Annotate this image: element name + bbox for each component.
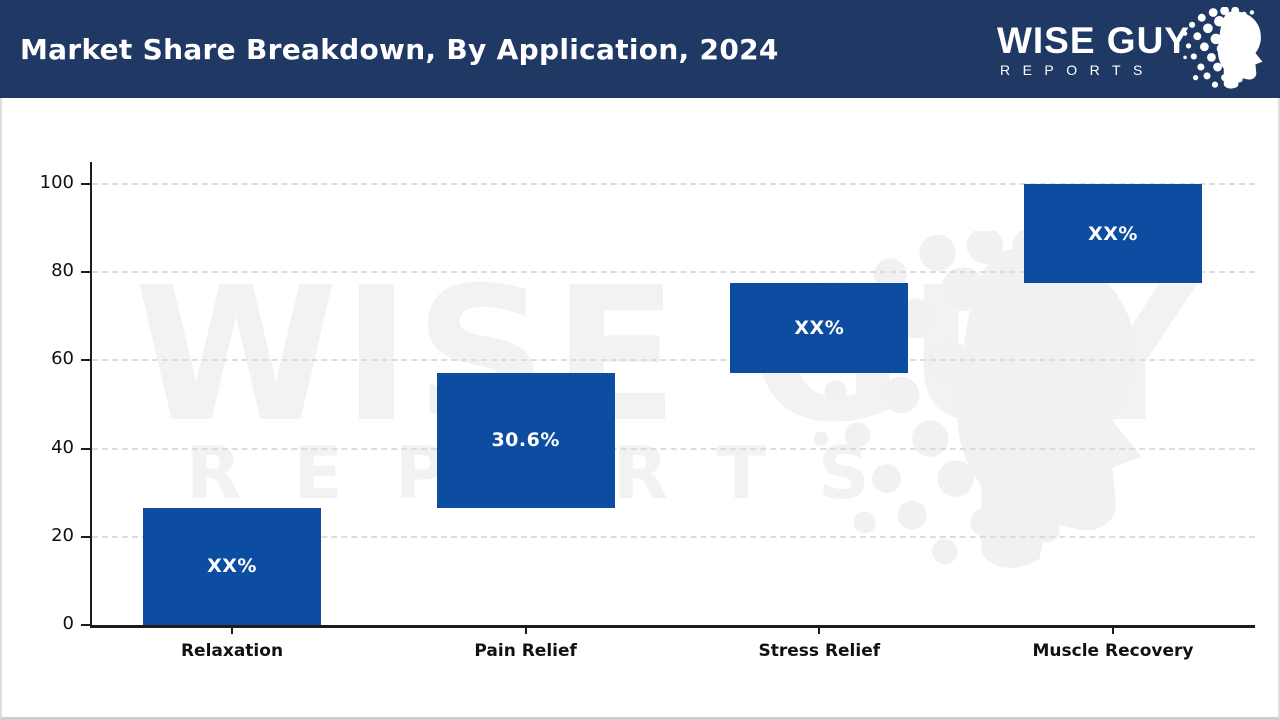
logo-subtitle: REPORTS: [999, 61, 1155, 78]
bar: XX%: [143, 507, 321, 625]
y-tick-label: 40: [51, 436, 74, 458]
x-tick-label: Pain Relief: [474, 641, 577, 661]
y-axis-line: [90, 162, 92, 627]
y-tick-label: 0: [62, 613, 74, 634]
logo-wordmark: WISE GUY: [996, 19, 1190, 61]
x-tick-mark: [1112, 627, 1114, 634]
y-tick-label: 20: [51, 524, 74, 546]
y-tick-label: 100: [39, 172, 74, 194]
grid-line: [92, 535, 1255, 538]
x-tick-mark: [231, 627, 233, 634]
grid-line: [92, 183, 1255, 186]
y-tick-mark: [81, 271, 90, 274]
y-tick-mark: [81, 447, 90, 450]
bar: XX%: [730, 283, 909, 373]
y-tick-mark: [81, 535, 90, 538]
bar-value-label: 30.6%: [491, 429, 560, 452]
x-axis-line: [90, 625, 1255, 628]
page-title: Market Share Breakdown, By Application, …: [20, 32, 779, 66]
y-tick-label: 60: [51, 348, 74, 370]
wise-guy-logo: WISE GUY REPORTS: [997, 7, 1266, 91]
bar: XX%: [1024, 184, 1202, 284]
plot: 0 20 40 60 80 100 Relaxation XX% Pain Relief 30.6…: [2, 98, 1278, 717]
header-bar: Market Share Breakdown, By Application, …: [0, 0, 1280, 98]
y-tick-mark: [81, 183, 90, 186]
bar-value-label: XX%: [794, 317, 845, 339]
bar: 30.6%: [436, 372, 615, 508]
logo-text: WISE GUY REPORTS: [997, 22, 1190, 77]
grid-line: [92, 447, 1255, 450]
x-tick-mark: [524, 627, 527, 634]
chart-area: WISE GUY REPORTS 020406080100RelaxationX…: [0, 98, 1280, 720]
grid-line: [92, 271, 1255, 274]
x-tick-label: Stress Relief: [758, 641, 881, 661]
y-tick-label: 80: [51, 260, 74, 282]
x-tick-label: Relaxation: [180, 641, 284, 661]
bar-value-label: XX%: [1088, 222, 1138, 245]
bar-value-label: XX%: [207, 555, 257, 578]
y-tick-mark: [81, 624, 90, 626]
x-tick-label: Muscle Recovery: [1032, 641, 1194, 661]
x-tick-mark: [818, 627, 821, 634]
grid-line: [92, 359, 1255, 362]
y-tick-mark: [81, 359, 90, 362]
logo-face-icon: [1182, 7, 1263, 89]
